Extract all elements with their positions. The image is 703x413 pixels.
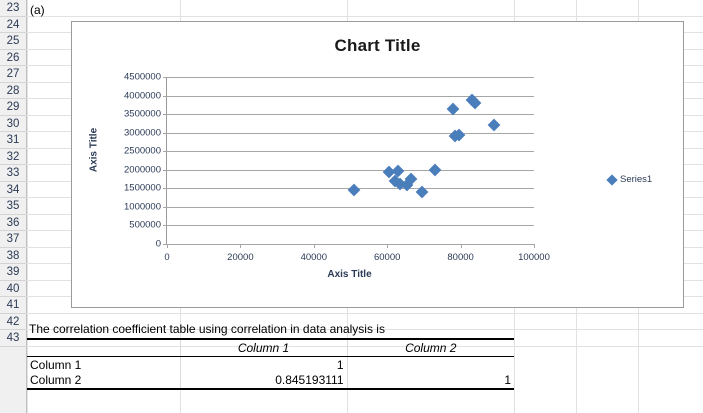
grid-row: [26, 297, 703, 314]
table-cell-value[interactable]: [347, 356, 514, 373]
y-tick-label: 4500000: [124, 71, 161, 83]
row-header[interactable]: 36: [0, 214, 26, 231]
scatter-chart[interactable]: Chart Title 0 500000 1000000 1500000 2000000…: [71, 21, 684, 308]
row-header[interactable]: 37: [0, 231, 26, 248]
row-header[interactable]: 23: [0, 0, 26, 17]
grid-column-line: [27, 0, 28, 413]
gridline: [167, 206, 534, 208]
gridline: [167, 114, 534, 116]
table-header-cell[interactable]: Column 1: [180, 339, 348, 357]
table-cell-value[interactable]: 1: [180, 356, 348, 373]
y-tick-label: 3000000: [124, 127, 161, 139]
y-tick-label: 3500000: [124, 108, 161, 120]
x-tick: [460, 244, 462, 248]
gridline: [167, 244, 534, 245]
x-tick-label: 20000: [227, 252, 254, 263]
gridline: [167, 132, 534, 134]
x-axis-title: Axis Title: [327, 269, 372, 280]
row-header[interactable]: 39: [0, 264, 26, 281]
gridline: [167, 225, 534, 227]
y-tick: [163, 77, 167, 78]
row-header[interactable]: 30: [0, 115, 26, 132]
row-header[interactable]: 25: [0, 33, 26, 50]
y-tick: [163, 132, 167, 134]
x-tick: [313, 244, 315, 248]
legend-label: Series1: [620, 174, 653, 185]
x-tick-label: 100000: [518, 252, 550, 263]
row-header[interactable]: 26: [0, 49, 26, 66]
row-header[interactable]: 24: [0, 16, 26, 33]
gridline: [167, 151, 534, 153]
table-caption: The correlation coefficient table using …: [27, 321, 514, 340]
y-tick: [163, 151, 167, 153]
correlation-matrix: Column 1 Column 2 Column 1 1 Column 2 0.84519…: [27, 339, 514, 391]
row-header[interactable]: 42: [0, 313, 26, 330]
table-header-cell[interactable]: [27, 339, 181, 357]
x-tick: [534, 244, 535, 248]
y-tick-label: 1000000: [124, 201, 161, 213]
row-header[interactable]: 31: [0, 132, 26, 149]
row-header[interactable]: 41: [0, 297, 26, 314]
table-row-label[interactable]: Column 1: [27, 356, 181, 373]
y-tick: [163, 206, 167, 208]
gridline: [167, 77, 534, 78]
correlation-table: The correlation coefficient table using …: [27, 321, 514, 390]
panel-label: (a): [30, 3, 45, 17]
row-header[interactable]: 34: [0, 181, 26, 198]
row-header[interactable]: 32: [0, 148, 26, 165]
x-tick: [240, 244, 242, 248]
table-row: Column 2 0.845193111 1: [27, 372, 514, 390]
data-point[interactable]: [487, 118, 500, 132]
y-tick-label: 0: [155, 238, 161, 250]
y-tick-label: 2500000: [124, 145, 161, 157]
row-header[interactable]: 38: [0, 247, 26, 264]
row-header[interactable]: 28: [0, 82, 26, 99]
table-cell-value[interactable]: 1: [347, 372, 514, 390]
y-tick-label: 500000: [129, 219, 161, 231]
gridline: [167, 95, 534, 97]
data-point[interactable]: [428, 163, 442, 177]
y-tick: [163, 225, 167, 227]
y-tick: [163, 169, 167, 171]
y-tick-label: 4000000: [124, 90, 161, 102]
y-tick-label: 1500000: [124, 182, 161, 194]
row-header[interactable]: 33: [0, 165, 26, 182]
x-tick: [387, 244, 389, 248]
x-tick-label: 60000: [373, 252, 401, 263]
y-tick: [163, 188, 167, 190]
x-tick-label: 0: [164, 252, 170, 263]
chart-title: Chart Title: [334, 36, 421, 55]
y-tick: [163, 95, 167, 97]
x-tick-label: 40000: [300, 252, 328, 263]
y-tick-label: 2000000: [124, 164, 161, 176]
row-header[interactable]: 43: [0, 330, 26, 347]
row-header[interactable]: 29: [0, 99, 26, 116]
row-header[interactable]: 40: [0, 280, 26, 297]
row-header[interactable]: 27: [0, 66, 26, 83]
gridline: [167, 169, 534, 171]
x-tick-label: 80000: [447, 252, 474, 263]
grid-row: [26, 0, 703, 17]
y-axis-title: Axis Title: [88, 127, 100, 173]
row-header[interactable]: 35: [0, 198, 26, 215]
legend-marker-icon: [606, 173, 618, 186]
plot-area: 0 500000 1000000 1500000 2000000 2500000 30000…: [124, 72, 550, 264]
y-tick: [163, 114, 167, 116]
chart-legend[interactable]: Series1: [606, 173, 653, 186]
table-header-cell[interactable]: Column 2: [347, 339, 514, 357]
y-tick: [163, 244, 167, 245]
table-cell-value[interactable]: 0.845193111: [180, 372, 348, 390]
table-header-row: Column 1 Column 2: [27, 339, 514, 357]
grid-row: [26, 314, 703, 330]
data-point[interactable]: [347, 183, 361, 197]
data-point[interactable]: [446, 102, 460, 115]
table-row-label[interactable]: Column 2: [27, 372, 181, 390]
x-tick: [167, 244, 168, 248]
